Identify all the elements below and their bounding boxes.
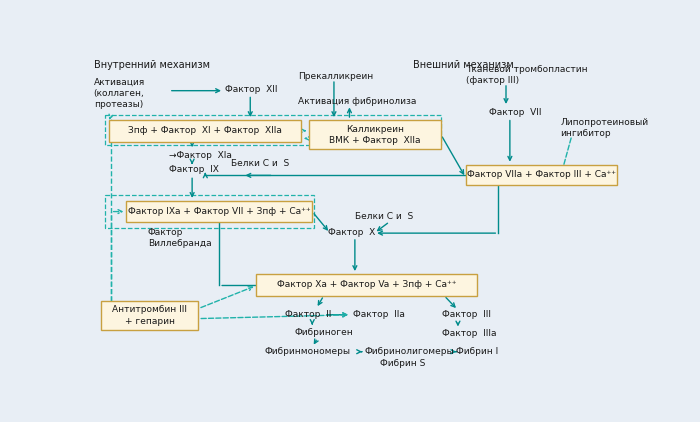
Text: Липопротеиновый
ингибитор: Липопротеиновый ингибитор: [560, 119, 648, 138]
Text: Фактор  X: Фактор X: [328, 228, 375, 237]
Text: Фибринмономеры: Фибринмономеры: [264, 347, 350, 356]
Text: Антитромбин III
+ гепарин: Антитромбин III + гепарин: [113, 306, 188, 325]
Text: Белки C и  S: Белки C и S: [355, 212, 413, 222]
Text: Фактор  VII: Фактор VII: [489, 108, 542, 117]
Text: Тканевой тромбопластин
(фактор III): Тканевой тромбопластин (фактор III): [466, 65, 587, 84]
Text: Фактор
Виллебранда: Фактор Виллебранда: [148, 228, 211, 248]
Text: Фактор  IIa: Фактор IIa: [353, 310, 405, 319]
Text: Фактор  II: Фактор II: [285, 310, 332, 319]
Text: Прекалликреин: Прекалликреин: [298, 72, 374, 81]
Text: Фактор  IIIa: Фактор IIIa: [442, 330, 497, 338]
Text: Фактор IXa + Фактор VII + Зпф + Ca⁺⁺: Фактор IXa + Фактор VII + Зпф + Ca⁺⁺: [128, 207, 311, 216]
Text: Фактор Xa + Фактор Va + Зпф + Ca⁺⁺: Фактор Xa + Фактор Va + Зпф + Ca⁺⁺: [277, 280, 456, 289]
Text: Фибриноген: Фибриноген: [295, 328, 354, 337]
FancyBboxPatch shape: [102, 301, 198, 330]
Text: Активация фибринолиза: Активация фибринолиза: [298, 97, 416, 106]
FancyBboxPatch shape: [126, 201, 312, 222]
FancyBboxPatch shape: [256, 274, 477, 295]
Text: Фибрин I: Фибрин I: [456, 347, 498, 356]
Text: Фибринолигомеры: Фибринолигомеры: [365, 347, 454, 356]
FancyBboxPatch shape: [109, 120, 302, 141]
FancyBboxPatch shape: [309, 120, 441, 149]
Text: Фактор VIIa + Фактор III + Ca⁺⁺: Фактор VIIa + Фактор III + Ca⁺⁺: [467, 170, 616, 179]
Text: Фактор  XII: Фактор XII: [225, 84, 278, 94]
Text: Калликреин
ВМК + Фактор  XIIa: Калликреин ВМК + Фактор XIIa: [329, 124, 421, 145]
FancyBboxPatch shape: [466, 165, 617, 184]
Text: Фибрин S: Фибрин S: [381, 359, 426, 368]
Text: Белки C и  S: Белки C и S: [231, 159, 289, 168]
Text: Внутренний механизм: Внутренний механизм: [94, 60, 210, 70]
Text: Внешний механизм: Внешний механизм: [413, 60, 514, 70]
Text: →Фактор  XIa: →Фактор XIa: [169, 151, 232, 160]
Text: Фактор  III: Фактор III: [442, 310, 491, 319]
Text: Зпф + Фактор  XI + Фактор  XIIa: Зпф + Фактор XI + Фактор XIIa: [128, 126, 282, 135]
Text: Активация
(коллаген,
протеазы): Активация (коллаген, протеазы): [94, 78, 145, 109]
Text: Фактор  IX: Фактор IX: [169, 165, 218, 173]
